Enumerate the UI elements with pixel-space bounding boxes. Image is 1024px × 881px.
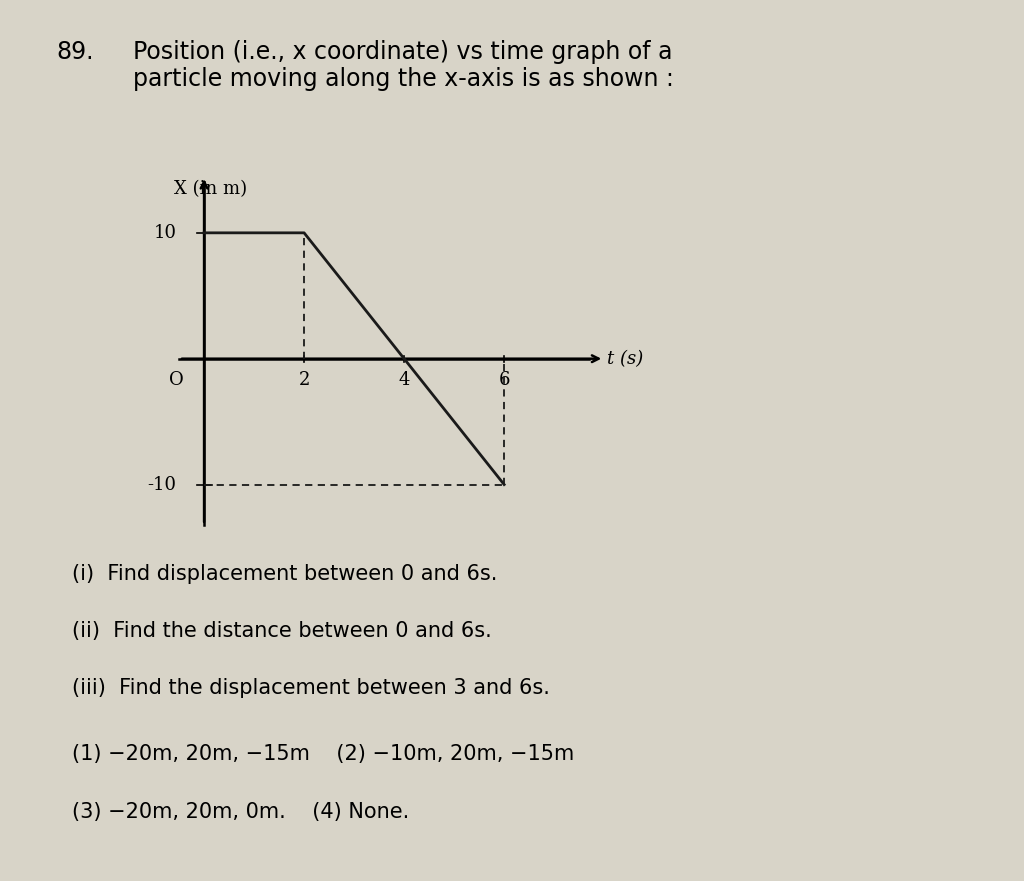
Text: (ii)  Find the distance between 0 and 6s.: (ii) Find the distance between 0 and 6s.: [72, 621, 492, 641]
Text: (i)  Find displacement between 0 and 6s.: (i) Find displacement between 0 and 6s.: [72, 564, 497, 584]
Text: 89.: 89.: [56, 40, 94, 63]
Text: 2: 2: [298, 371, 310, 389]
Text: t (s): t (s): [606, 350, 643, 367]
Text: (3) −20m, 20m, 0m.    (4) None.: (3) −20m, 20m, 0m. (4) None.: [72, 802, 409, 822]
Text: X (in m): X (in m): [174, 180, 247, 198]
Text: -10: -10: [147, 476, 176, 493]
Text: Position (i.e., x coordinate) vs time graph of a
particle moving along the x-axi: Position (i.e., x coordinate) vs time gr…: [133, 40, 674, 92]
Text: O: O: [169, 371, 184, 389]
Text: (iii)  Find the displacement between 3 and 6s.: (iii) Find the displacement between 3 an…: [72, 678, 550, 699]
Text: 4: 4: [398, 371, 410, 389]
Text: 10: 10: [154, 224, 176, 242]
Text: 6: 6: [499, 371, 510, 389]
Text: (1) −20m, 20m, −15m    (2) −10m, 20m, −15m: (1) −20m, 20m, −15m (2) −10m, 20m, −15m: [72, 744, 573, 765]
